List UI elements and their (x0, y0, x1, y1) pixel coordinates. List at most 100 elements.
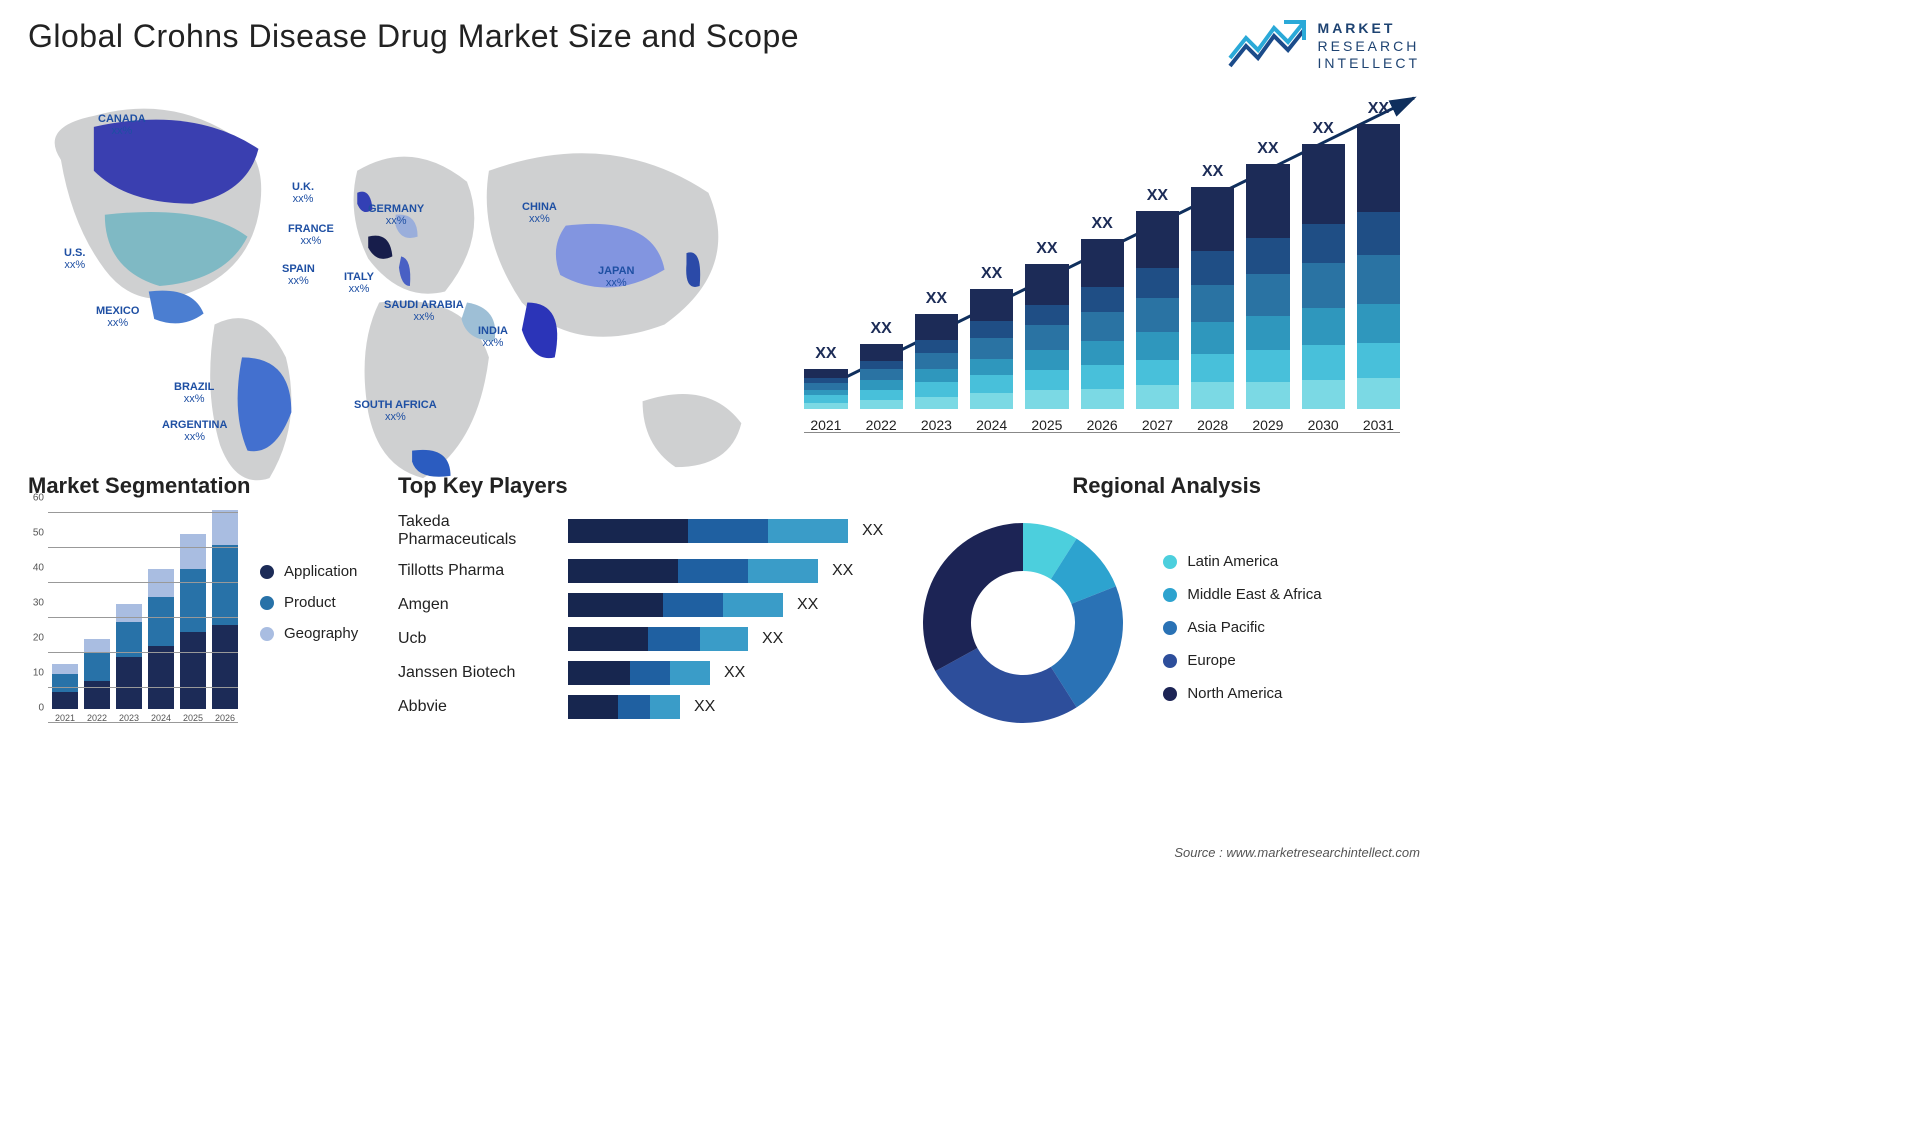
donut-slice-north-america (923, 523, 1023, 671)
map-label-japan: JAPANxx% (598, 265, 634, 289)
growth-bar-year: 2028 (1197, 417, 1228, 433)
seg-y-tick: 20 (33, 633, 44, 644)
legend-dot-icon (1163, 588, 1177, 602)
growth-bar-stack (1191, 187, 1234, 409)
player-name: Abbvie (398, 698, 568, 716)
seg-y-tick: 50 (33, 528, 44, 539)
player-name: Takeda Pharmaceuticals (398, 513, 568, 549)
player-row: UcbXX (398, 627, 883, 651)
page-title: Global Crohns Disease Drug Market Size a… (28, 18, 799, 55)
growth-bar-label: XX (815, 345, 836, 363)
logo-line-1: MARKET (1318, 20, 1420, 38)
logo-line-3: INTELLECT (1318, 55, 1420, 73)
player-value: XX (832, 562, 853, 580)
seg-y-tick: 40 (33, 563, 44, 574)
legend-dot-icon (1163, 555, 1177, 569)
players-section: Top Key Players Takeda PharmaceuticalsXX… (398, 473, 883, 743)
player-bar (568, 627, 748, 651)
growth-bar-2025: XX2025 (1025, 240, 1068, 433)
seg-y-tick: 10 (33, 668, 44, 679)
growth-bar-2031: XX2031 (1357, 100, 1400, 433)
map-label-china: CHINAxx% (522, 201, 557, 225)
region-legend-item: North America (1163, 685, 1333, 702)
legend-label: Application (284, 563, 357, 580)
segmentation-section: Market Segmentation 0102030405060 202120… (28, 473, 368, 743)
legend-label: Asia Pacific (1187, 619, 1265, 636)
region-legend-item: Middle East & Africa (1163, 586, 1333, 603)
seg-legend-item: Application (260, 563, 358, 580)
growth-bar-stack (804, 369, 847, 409)
source-text: Source : www.marketresearchintellect.com (1174, 845, 1420, 860)
growth-bars: XX2021XX2022XX2023XX2024XX2025XX2026XX20… (804, 133, 1400, 433)
growth-bar-year: 2023 (921, 417, 952, 433)
world-silhouette (28, 83, 774, 500)
growth-bar-label: XX (1368, 100, 1389, 118)
legend-dot-icon (260, 627, 274, 641)
map-country-mexico (149, 291, 204, 324)
growth-bar-label: XX (870, 320, 891, 338)
seg-bar-2023: 2023 (116, 604, 142, 723)
map-label-canada: CANADAxx% (98, 113, 146, 137)
growth-bar-stack (1025, 264, 1068, 409)
region-legend-item: Latin America (1163, 553, 1333, 570)
map-label-italy: ITALYxx% (344, 271, 374, 295)
growth-bar-label: XX (1257, 140, 1278, 158)
legend-dot-icon (260, 596, 274, 610)
player-value: XX (797, 596, 818, 614)
seg-y-tick: 0 (38, 703, 44, 714)
map-label-mexico: MEXICOxx% (96, 305, 139, 329)
player-bar (568, 519, 848, 543)
growth-bar-label: XX (926, 290, 947, 308)
world-map: CANADAxx%U.S.xx%MEXICOxx%BRAZILxx%ARGENT… (28, 83, 774, 463)
region-legend-item: Europe (1163, 652, 1333, 669)
growth-bar-stack (860, 344, 903, 409)
seg-y-tick: 60 (33, 493, 44, 504)
growth-bar-label: XX (1147, 187, 1168, 205)
growth-bar-2026: XX2026 (1081, 215, 1124, 433)
player-name: Janssen Biotech (398, 664, 568, 682)
regional-legend: Latin America Middle East & Africa Asia Pa… (1163, 549, 1333, 702)
growth-bar-stack (1081, 239, 1124, 409)
growth-bar-2030: XX 2030 (1302, 120, 1345, 433)
player-name: Ucb (398, 630, 568, 648)
growth-bar-year: 2026 (1087, 417, 1118, 433)
map-label-south-africa: SOUTH AFRICAxx% (354, 399, 437, 423)
growth-bar-stack (1302, 144, 1345, 409)
player-name: Tillotts Pharma (398, 562, 568, 580)
seg-legend-item: Product (260, 594, 358, 611)
growth-bar-2028: XX2028 (1191, 163, 1234, 433)
legend-dot-icon (260, 565, 274, 579)
player-bar (568, 661, 710, 685)
player-bar (568, 559, 818, 583)
logo: MARKET RESEARCH INTELLECT (1228, 18, 1420, 75)
growth-bar-label: XX (1312, 120, 1333, 138)
regional-donut (913, 513, 1133, 738)
legend-label: Product (284, 594, 336, 611)
growth-bar-year: 2030 (1308, 417, 1339, 433)
growth-x-axis (804, 432, 1400, 433)
growth-bar-2022: XX 2022 (860, 320, 903, 433)
seg-legend-item: Geography (260, 625, 358, 642)
growth-bar-stack (1357, 124, 1400, 409)
map-label-france: FRANCExx% (288, 223, 334, 247)
growth-bar-year: 2022 (866, 417, 897, 433)
growth-bar-year: 2027 (1142, 417, 1173, 433)
logo-line-2: RESEARCH (1318, 38, 1420, 56)
growth-bar-stack (1136, 211, 1179, 409)
legend-dot-icon (1163, 654, 1177, 668)
map-label-brazil: BRAZILxx% (174, 381, 214, 405)
seg-bar-2021: 2021 (52, 664, 78, 724)
seg-bar-2024: 2024 (148, 569, 174, 723)
player-row: AbbvieXX (398, 695, 883, 719)
growth-bar-stack (970, 289, 1013, 409)
logo-text: MARKET RESEARCH INTELLECT (1318, 20, 1420, 73)
growth-bar-year: 2029 (1252, 417, 1283, 433)
legend-label: Middle East & Africa (1187, 586, 1321, 603)
legend-dot-icon (1163, 621, 1177, 635)
player-value: XX (862, 522, 883, 540)
growth-bar-2029: XX 2029 (1246, 140, 1289, 433)
player-row: AmgenXX (398, 593, 883, 617)
growth-chart: XX2021XX2022XX2023XX2024XX2025XX2026XX20… (784, 83, 1420, 463)
segmentation-legend: Application Product Geography (260, 513, 358, 743)
growth-bar-year: 2021 (810, 417, 841, 433)
